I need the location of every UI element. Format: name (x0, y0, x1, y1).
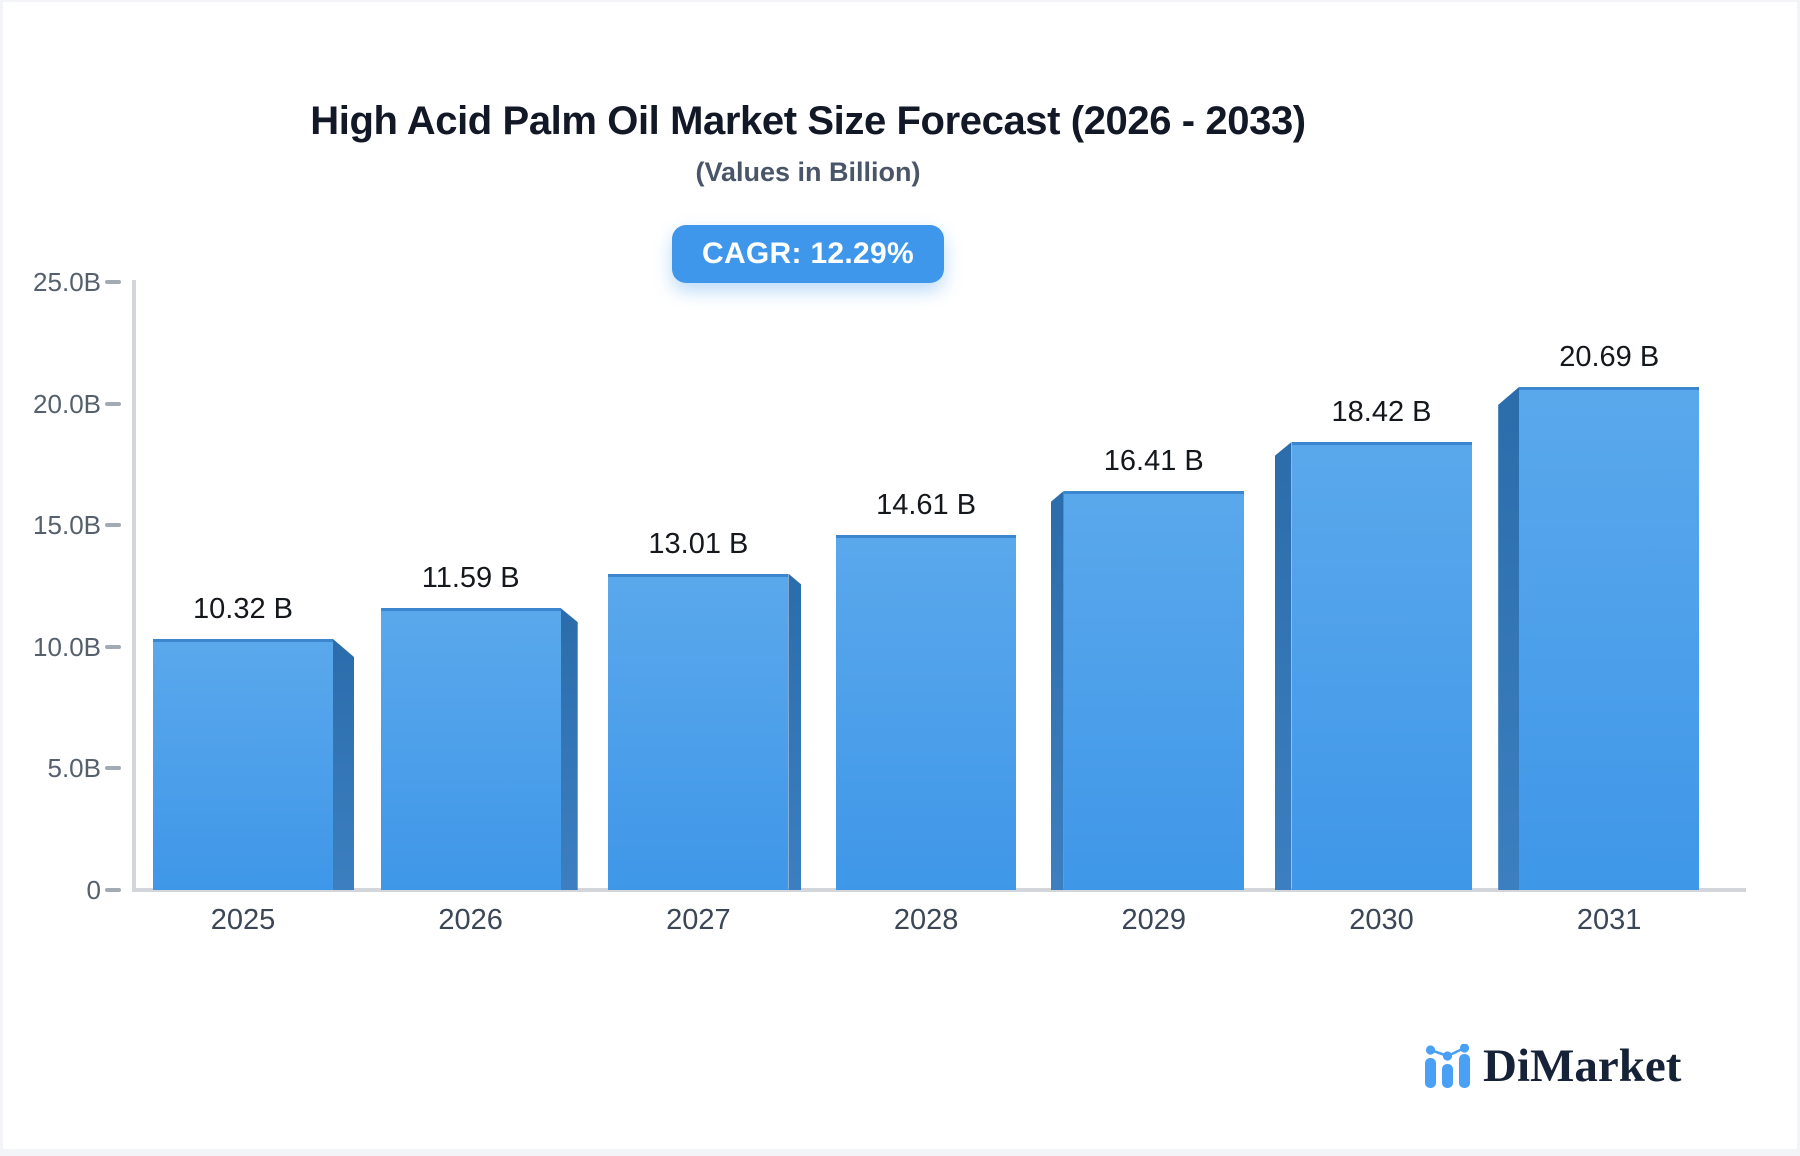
y-axis-tick-mark (105, 523, 121, 528)
bar (153, 639, 333, 890)
bar (380, 608, 561, 890)
bar-side-face (1274, 442, 1292, 890)
bar (1063, 490, 1244, 890)
bar (608, 573, 789, 890)
x-axis-label: 2027 (666, 904, 731, 936)
cagr-badge: CAGR: 12.29% (671, 225, 944, 283)
bar-value-label: 20.69 B (1559, 340, 1660, 373)
y-axis-line (132, 280, 136, 892)
bar-side-face (1498, 386, 1520, 890)
bar-value-label: 16.41 B (1103, 444, 1204, 477)
cagr-badge-wrap: CAGR: 12.29% (3, 225, 1613, 283)
bar-chart-logo-icon (1425, 1044, 1470, 1088)
bar-side-face (333, 639, 354, 890)
y-axis-tick-label: 5.0B (47, 753, 102, 784)
x-axis-label: 2029 (1121, 904, 1187, 936)
y-axis-tick-mark (105, 401, 121, 406)
bar-side-face (1050, 490, 1064, 890)
bar (1291, 442, 1472, 890)
brand-name: DiMarket (1483, 1040, 1682, 1092)
bar-value-label: 13.01 B (648, 527, 749, 560)
y-axis-tick-label: 0 (86, 875, 101, 905)
x-axis-label: 2026 (438, 904, 503, 936)
x-axis-label: 2025 (210, 904, 276, 936)
y-axis-tick-label: 25.0B (33, 267, 101, 297)
y-axis-tick-label: 20.0B (33, 388, 101, 419)
bar (1519, 386, 1700, 890)
bar-side-face (560, 608, 578, 890)
x-axis-label: 2031 (1576, 904, 1642, 936)
y-axis-tick-mark (105, 280, 121, 284)
y-axis-tick-label: 15.0B (33, 510, 101, 541)
x-axis-label: 2028 (893, 904, 959, 936)
y-axis-tick-mark (105, 644, 121, 649)
chart-card: High Acid Palm Oil Market Size Forecast … (3, 2, 1797, 1149)
bar-value-label: 18.42 B (1331, 396, 1432, 429)
bar-value-label: 14.61 B (876, 488, 977, 521)
x-axis-line (132, 888, 1746, 892)
chart-header: High Acid Palm Oil Market Size Forecast … (3, 98, 1613, 188)
y-axis-tick-label: 10.0B (33, 631, 101, 662)
bar (836, 534, 1017, 890)
y-axis-tick-mark (105, 766, 121, 771)
y-axis-tick-mark (105, 888, 121, 892)
brand-logo: DiMarket (1424, 1040, 1682, 1092)
chart-title: High Acid Palm Oil Market Size Forecast … (310, 99, 1306, 143)
bar-value-label: 10.32 B (193, 593, 293, 626)
bar-value-label: 11.59 B (421, 562, 520, 595)
x-axis-label: 2030 (1349, 904, 1414, 936)
bar-side-face (788, 573, 802, 890)
chart-subtitle: (Values in Billion) (695, 157, 921, 187)
